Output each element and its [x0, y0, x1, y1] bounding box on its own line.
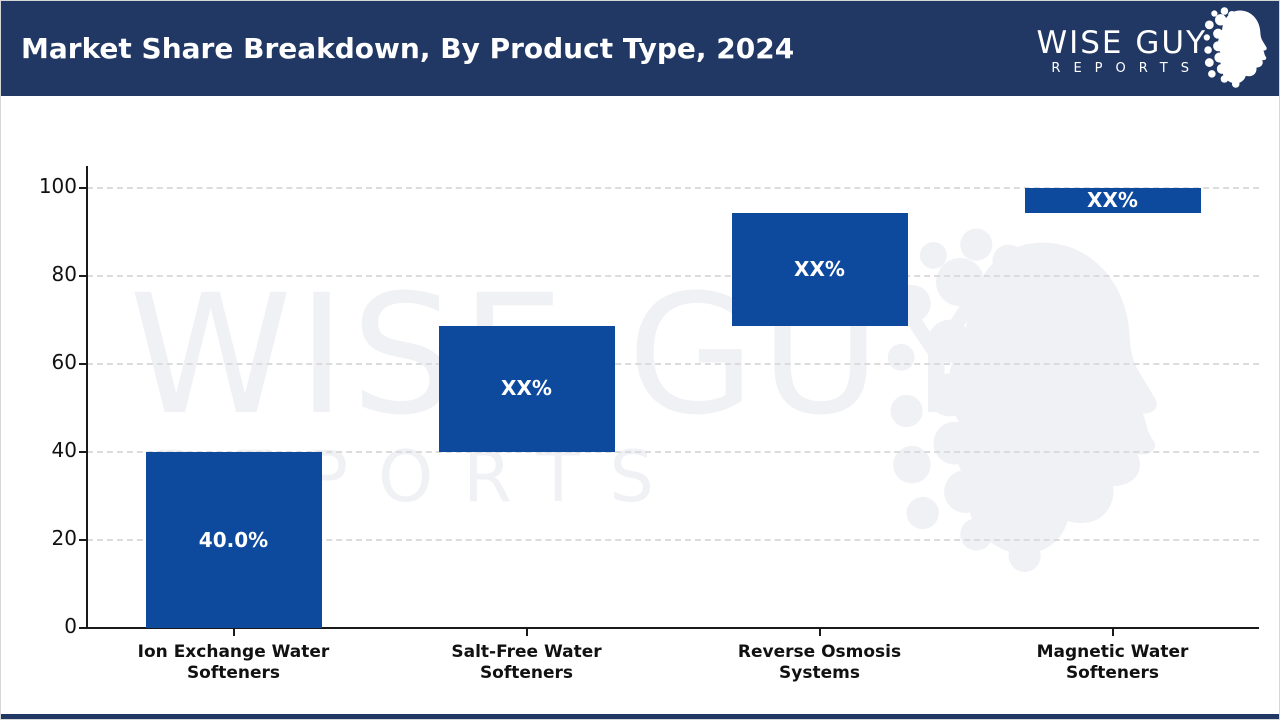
y-tick-mark	[79, 187, 87, 189]
y-tick-label: 20	[51, 526, 77, 550]
x-tick-mark	[232, 628, 235, 636]
bar-segment: 40.0%	[145, 452, 322, 628]
x-axis-line	[86, 627, 1259, 629]
gridline	[87, 451, 1259, 453]
gridline	[87, 363, 1259, 365]
x-tick-mark	[818, 628, 821, 636]
wise-guy-reports-logo: WISE GUY REPORTS	[1036, 7, 1275, 93]
y-tick-label: 0	[64, 614, 77, 638]
x-tick-mark	[525, 628, 528, 636]
header-bar: Market Share Breakdown, By Product Type,…	[1, 1, 1279, 96]
gridline	[87, 539, 1259, 541]
bar-segment: XX%	[438, 326, 615, 452]
x-category-label: Reverse Osmosis Systems	[737, 642, 902, 683]
y-tick-label: 40	[51, 438, 77, 462]
logo-wise-guy-label: WISE GUY	[1036, 25, 1207, 61]
bar-segment: XX%	[1024, 188, 1201, 214]
y-tick-mark	[79, 627, 87, 629]
y-tick-mark	[79, 275, 87, 277]
y-tick-label: 60	[51, 350, 77, 374]
gridline	[87, 187, 1259, 189]
y-tick-mark	[79, 539, 87, 541]
logo-text: WISE GUY REPORTS	[1036, 26, 1207, 76]
x-category-label: Salt-Free Water Softeners	[451, 642, 602, 683]
y-tick-label: 80	[51, 262, 77, 286]
footer-bar	[1, 714, 1279, 719]
x-tick-mark	[1111, 628, 1114, 636]
logo-reports-label: REPORTS	[1051, 61, 1203, 76]
y-tick-mark	[79, 451, 87, 453]
y-tick-mark	[79, 363, 87, 365]
x-category-label: Ion Exchange Water Softeners	[137, 642, 330, 683]
y-axis-line	[86, 166, 88, 629]
y-tick-label: 100	[38, 174, 77, 198]
page-title: Market Share Breakdown, By Product Type,…	[21, 32, 795, 65]
bar-segment: XX%	[731, 213, 908, 327]
x-category-label: Magnetic Water Softeners	[1036, 642, 1189, 683]
watermark-head-icon	[887, 228, 1157, 572]
logo-head-icon	[1203, 7, 1267, 88]
gridline	[87, 275, 1259, 277]
